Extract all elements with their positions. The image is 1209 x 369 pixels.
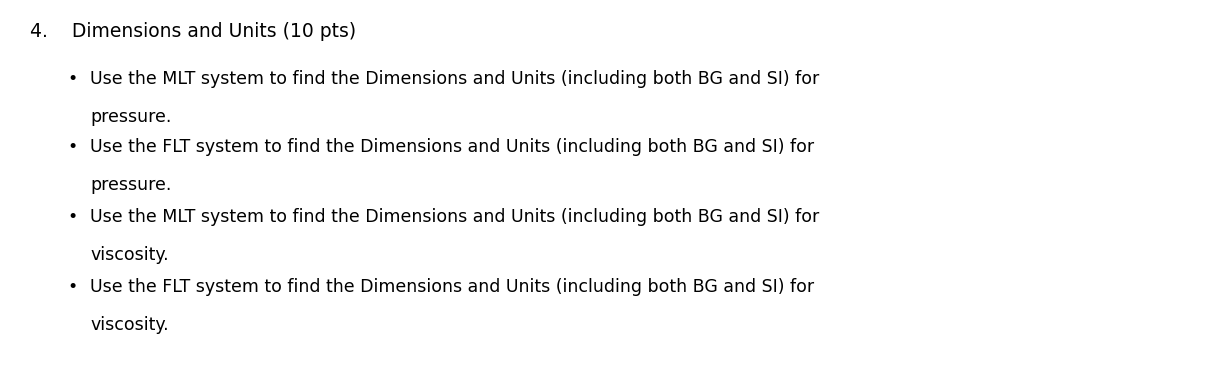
Text: viscosity.: viscosity. (89, 246, 168, 264)
Text: Use the MLT system to find the Dimensions and Units (including both BG and SI) f: Use the MLT system to find the Dimension… (89, 208, 820, 226)
Text: •: • (66, 208, 77, 226)
Text: •: • (66, 138, 77, 156)
Text: viscosity.: viscosity. (89, 316, 168, 334)
Text: •: • (66, 278, 77, 296)
Text: pressure.: pressure. (89, 108, 172, 126)
Text: 4.    Dimensions and Units (10 pts): 4. Dimensions and Units (10 pts) (30, 22, 357, 41)
Text: Use the FLT system to find the Dimensions and Units (including both BG and SI) f: Use the FLT system to find the Dimension… (89, 278, 814, 296)
Text: pressure.: pressure. (89, 176, 172, 194)
Text: Use the FLT system to find the Dimensions and Units (including both BG and SI) f: Use the FLT system to find the Dimension… (89, 138, 814, 156)
Text: Use the MLT system to find the Dimensions and Units (including both BG and SI) f: Use the MLT system to find the Dimension… (89, 70, 820, 88)
Text: •: • (66, 70, 77, 88)
